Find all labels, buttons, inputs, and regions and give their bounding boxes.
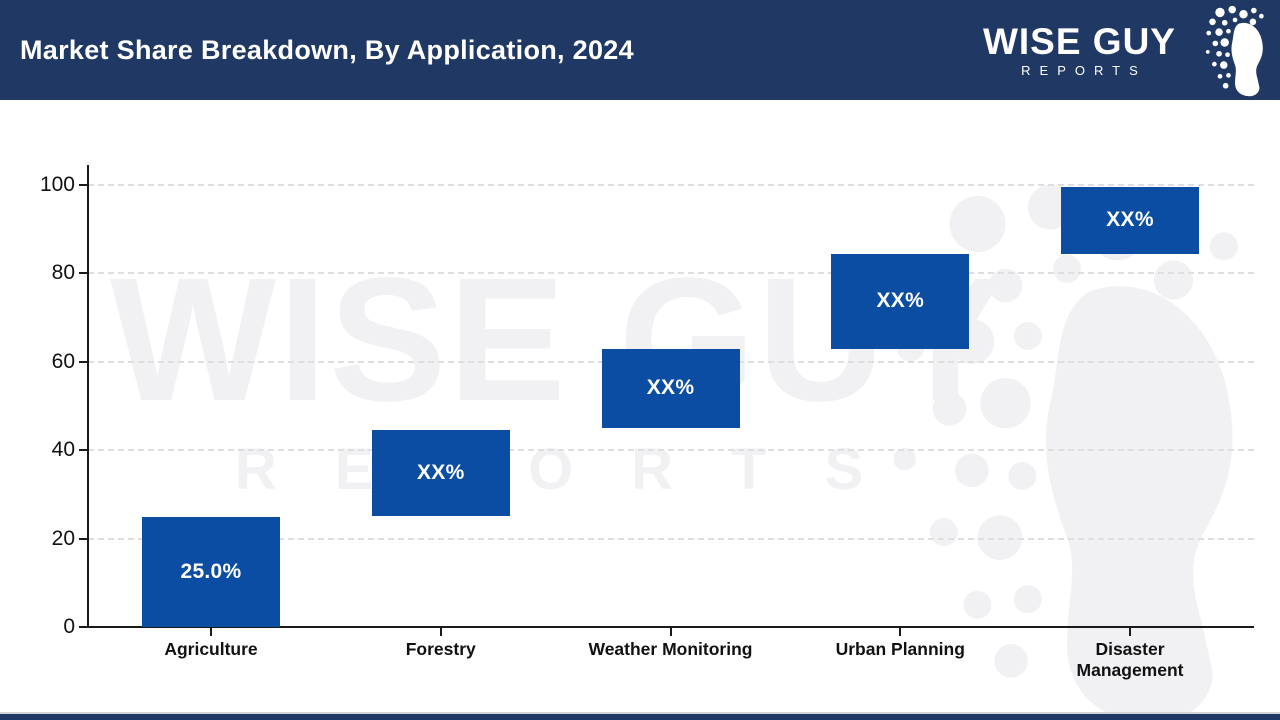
x-axis-line	[87, 626, 1254, 628]
header-bar: Market Share Breakdown, By Application, …	[0, 0, 1280, 100]
x-axis-tick	[1129, 628, 1131, 636]
bar: XX%	[371, 430, 510, 517]
x-axis-tick	[669, 628, 672, 636]
y-tick-label: 100	[39, 173, 75, 196]
bar-value-label: XX%	[876, 289, 925, 312]
bar: XX%	[601, 348, 740, 429]
chart-title: Market Share Breakdown, By Application, …	[20, 34, 634, 65]
x-axis-label: Urban Planning	[835, 639, 965, 659]
grid-line	[88, 449, 1254, 452]
bar: XX%	[831, 253, 970, 349]
y-tick-label: 80	[51, 261, 75, 285]
y-axis-tick	[79, 537, 88, 540]
x-axis-tick	[899, 628, 902, 636]
y-axis-tick	[79, 626, 88, 628]
bar-value-label: XX%	[646, 376, 695, 400]
y-tick-label: 40	[51, 438, 75, 462]
y-axis-line	[87, 165, 89, 628]
x-axis-label: Forestry	[405, 639, 476, 659]
x-axis-tick	[210, 628, 212, 636]
bar: XX%	[1061, 187, 1199, 254]
logo-wordmark: WISE GUY	[982, 20, 1176, 62]
bar-value-label: XX%	[1106, 208, 1154, 232]
y-axis-tick	[79, 449, 88, 452]
y-axis-tick	[79, 360, 88, 363]
bar-value-label: 25.0%	[180, 559, 242, 583]
logo-subtitle: REPORTS	[1021, 62, 1147, 78]
x-axis-label: Weather Monitoring	[588, 639, 753, 659]
bar: 25.0%	[142, 516, 280, 627]
logo-head-icon	[1205, 5, 1264, 97]
grid-line	[88, 537, 1254, 540]
x-axis-label: Disaster Management	[1076, 639, 1184, 680]
grid-line	[88, 272, 1254, 275]
x-axis-tick	[439, 628, 442, 636]
y-axis-tick	[79, 272, 88, 275]
bar-value-label: XX%	[416, 461, 465, 485]
y-tick-label: 20	[51, 526, 75, 550]
logo-text: WISE GUY REPORTS	[982, 20, 1176, 78]
y-tick-label: 60	[51, 349, 75, 373]
wiseguy-logo: WISE GUY REPORTS	[983, 0, 1280, 100]
y-tick-label: 0	[63, 615, 75, 638]
x-axis-label: Agriculture	[164, 639, 258, 659]
grid-line	[88, 184, 1254, 186]
y-axis-tick	[79, 184, 88, 186]
footer-bar	[0, 714, 1280, 720]
footer-rule	[0, 712, 1280, 714]
